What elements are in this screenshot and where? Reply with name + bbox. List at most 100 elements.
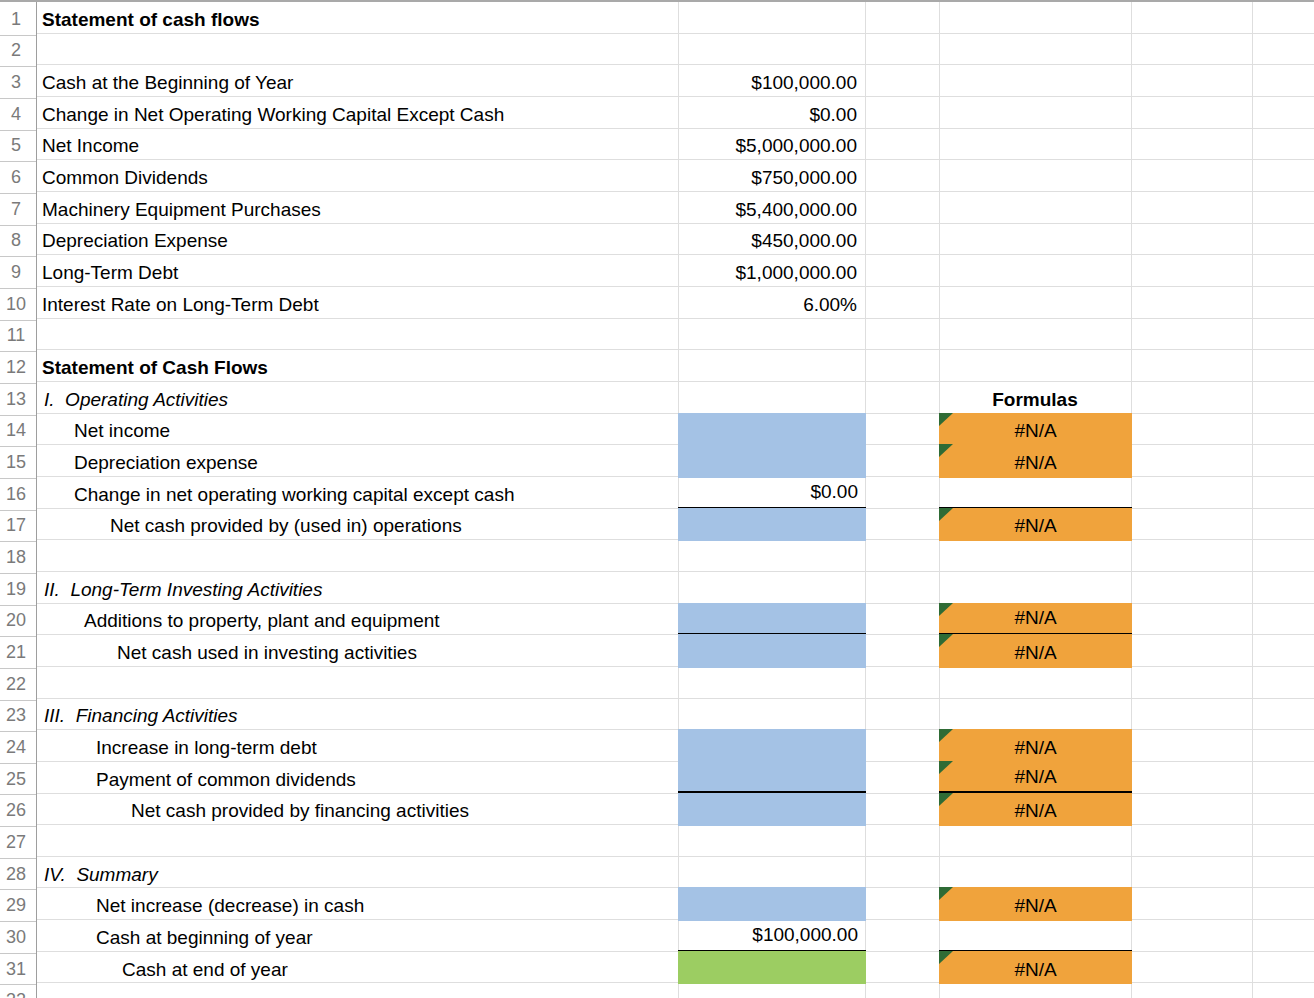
row-header-14[interactable]: 14	[0, 416, 36, 448]
row-header-21[interactable]: 21	[0, 637, 36, 669]
cell-A26[interactable]: Net cash provided by financing activitie…	[37, 793, 678, 827]
cell-B6[interactable]: $750,000.00	[678, 159, 865, 193]
cell-D16[interactable]	[939, 476, 1132, 510]
row-header-23[interactable]: 23	[0, 701, 36, 733]
error-indicator-icon	[939, 634, 953, 647]
cell-D29-text: #N/A	[1014, 896, 1056, 916]
row-header-8[interactable]: 8	[0, 226, 36, 258]
cell-A13[interactable]: I. Operating Activities	[37, 381, 678, 415]
cell-B31[interactable]	[678, 951, 866, 985]
row-header-29[interactable]: 29	[0, 890, 36, 922]
error-indicator-icon	[939, 444, 953, 457]
row-header-24[interactable]: 24	[0, 732, 36, 764]
cell-B4[interactable]: $0.00	[678, 96, 865, 130]
cell-D14[interactable]: #N/A	[939, 413, 1132, 447]
cell-A9[interactable]: Long-Term Debt	[37, 254, 678, 288]
row-header-9[interactable]: 9	[0, 257, 36, 289]
row-header-11[interactable]: 11	[0, 321, 36, 353]
row-header-12[interactable]: 12	[0, 352, 36, 384]
row-header-28[interactable]: 28	[0, 859, 36, 891]
cell-B20[interactable]	[678, 603, 866, 637]
row-header-2[interactable]: 2	[0, 36, 36, 68]
cell-A14[interactable]: Net income	[37, 413, 678, 447]
cell-D26[interactable]: #N/A	[939, 793, 1132, 827]
cell-A1[interactable]: Statement of cash flows	[37, 1, 678, 35]
cell-A7-text: Machinery Equipment Purchases	[37, 200, 321, 220]
cell-A25[interactable]: Payment of common dividends	[37, 761, 678, 795]
cell-A20[interactable]: Additions to property, plant and equipme…	[37, 603, 678, 637]
row-header-19[interactable]: 19	[0, 574, 36, 606]
row-header-22[interactable]: 22	[0, 669, 36, 701]
cell-A10[interactable]: Interest Rate on Long-Term Debt	[37, 286, 678, 320]
cell-B30-text: $100,000.00	[752, 925, 858, 945]
cell-A23[interactable]: III. Financing Activities	[37, 698, 678, 732]
cell-A13-text: I. Operating Activities	[37, 390, 228, 410]
row-header-4[interactable]: 4	[0, 99, 36, 131]
cell-D17[interactable]: #N/A	[939, 508, 1132, 542]
row-header-30[interactable]: 30	[0, 922, 36, 954]
cell-A8[interactable]: Depreciation Expense	[37, 223, 678, 257]
cell-D24[interactable]: #N/A	[939, 729, 1132, 763]
cell-B15[interactable]	[678, 444, 866, 478]
cell-A19[interactable]: II. Long-Term Investing Activities	[37, 571, 678, 605]
cell-D13[interactable]: Formulas	[939, 381, 1131, 415]
row-header-15[interactable]: 15	[0, 447, 36, 479]
row-header-31[interactable]: 31	[0, 954, 36, 986]
cell-B30[interactable]: $100,000.00	[678, 919, 866, 953]
cell-A15[interactable]: Depreciation expense	[37, 444, 678, 478]
cell-D20[interactable]: #N/A	[939, 603, 1132, 637]
cell-D21[interactable]: #N/A	[939, 634, 1132, 668]
row-header-27[interactable]: 27	[0, 827, 36, 859]
row-header-18[interactable]: 18	[0, 542, 36, 574]
row-header-7[interactable]: 7	[0, 194, 36, 226]
cell-D29[interactable]: #N/A	[939, 887, 1132, 921]
row-header-10[interactable]: 10	[0, 289, 36, 321]
row-header-6[interactable]: 6	[0, 162, 36, 194]
cell-A14-text: Net income	[37, 421, 170, 441]
cell-A16[interactable]: Change in net operating working capital …	[37, 476, 678, 510]
cell-B17[interactable]	[678, 508, 866, 542]
cell-D30[interactable]	[939, 919, 1132, 953]
row-header-20[interactable]: 20	[0, 606, 36, 638]
cell-B10[interactable]: 6.00%	[678, 286, 865, 320]
row-header-26[interactable]: 26	[0, 796, 36, 828]
row-header-3[interactable]: 3	[0, 67, 36, 99]
cell-A17[interactable]: Net cash provided by (used in) operation…	[37, 508, 678, 542]
cell-A31[interactable]: Cash at end of year	[37, 951, 678, 985]
row-header-13[interactable]: 13	[0, 384, 36, 416]
cell-D31[interactable]: #N/A	[939, 951, 1132, 985]
cell-B3-text: $100,000.00	[751, 73, 857, 93]
row-header-1[interactable]: 1	[0, 4, 36, 36]
cell-A7[interactable]: Machinery Equipment Purchases	[37, 191, 678, 225]
cell-B16[interactable]: $0.00	[678, 476, 866, 510]
row-header-5[interactable]: 5	[0, 131, 36, 163]
cell-A3[interactable]: Cash at the Beginning of Year	[37, 64, 678, 98]
cell-D25[interactable]: #N/A	[939, 761, 1132, 795]
cell-B21[interactable]	[678, 634, 866, 668]
row-header-17[interactable]: 17	[0, 511, 36, 543]
cell-B3[interactable]: $100,000.00	[678, 64, 865, 98]
cell-B25[interactable]	[678, 761, 866, 795]
cell-A21[interactable]: Net cash used in investing activities	[37, 634, 678, 668]
cell-A30[interactable]: Cash at beginning of year	[37, 919, 678, 953]
cell-D15[interactable]: #N/A	[939, 444, 1132, 478]
cell-A29[interactable]: Net increase (decrease) in cash	[37, 887, 678, 921]
cell-A15-text: Depreciation expense	[37, 453, 258, 473]
row-header-16[interactable]: 16	[0, 479, 36, 511]
cell-B29[interactable]	[678, 887, 866, 921]
cell-A12[interactable]: Statement of Cash Flows	[37, 349, 678, 383]
cell-B7[interactable]: $5,400,000.00	[678, 191, 865, 225]
cell-A6[interactable]: Common Dividends	[37, 159, 678, 193]
cell-B5[interactable]: $5,000,000.00	[678, 128, 865, 162]
cell-B9[interactable]: $1,000,000.00	[678, 254, 865, 288]
cell-B26[interactable]	[678, 793, 866, 827]
cell-B24[interactable]	[678, 729, 866, 763]
cell-B8[interactable]: $450,000.00	[678, 223, 865, 257]
row-header-25[interactable]: 25	[0, 764, 36, 796]
cell-B14[interactable]	[678, 413, 866, 447]
cell-A28[interactable]: IV. Summary	[37, 856, 678, 890]
cell-A5[interactable]: Net Income	[37, 128, 678, 162]
cell-A4[interactable]: Change in Net Operating Working Capital …	[37, 96, 678, 130]
cell-A24[interactable]: Increase in long-term debt	[37, 729, 678, 763]
row-header-32[interactable]: 32	[0, 985, 36, 998]
